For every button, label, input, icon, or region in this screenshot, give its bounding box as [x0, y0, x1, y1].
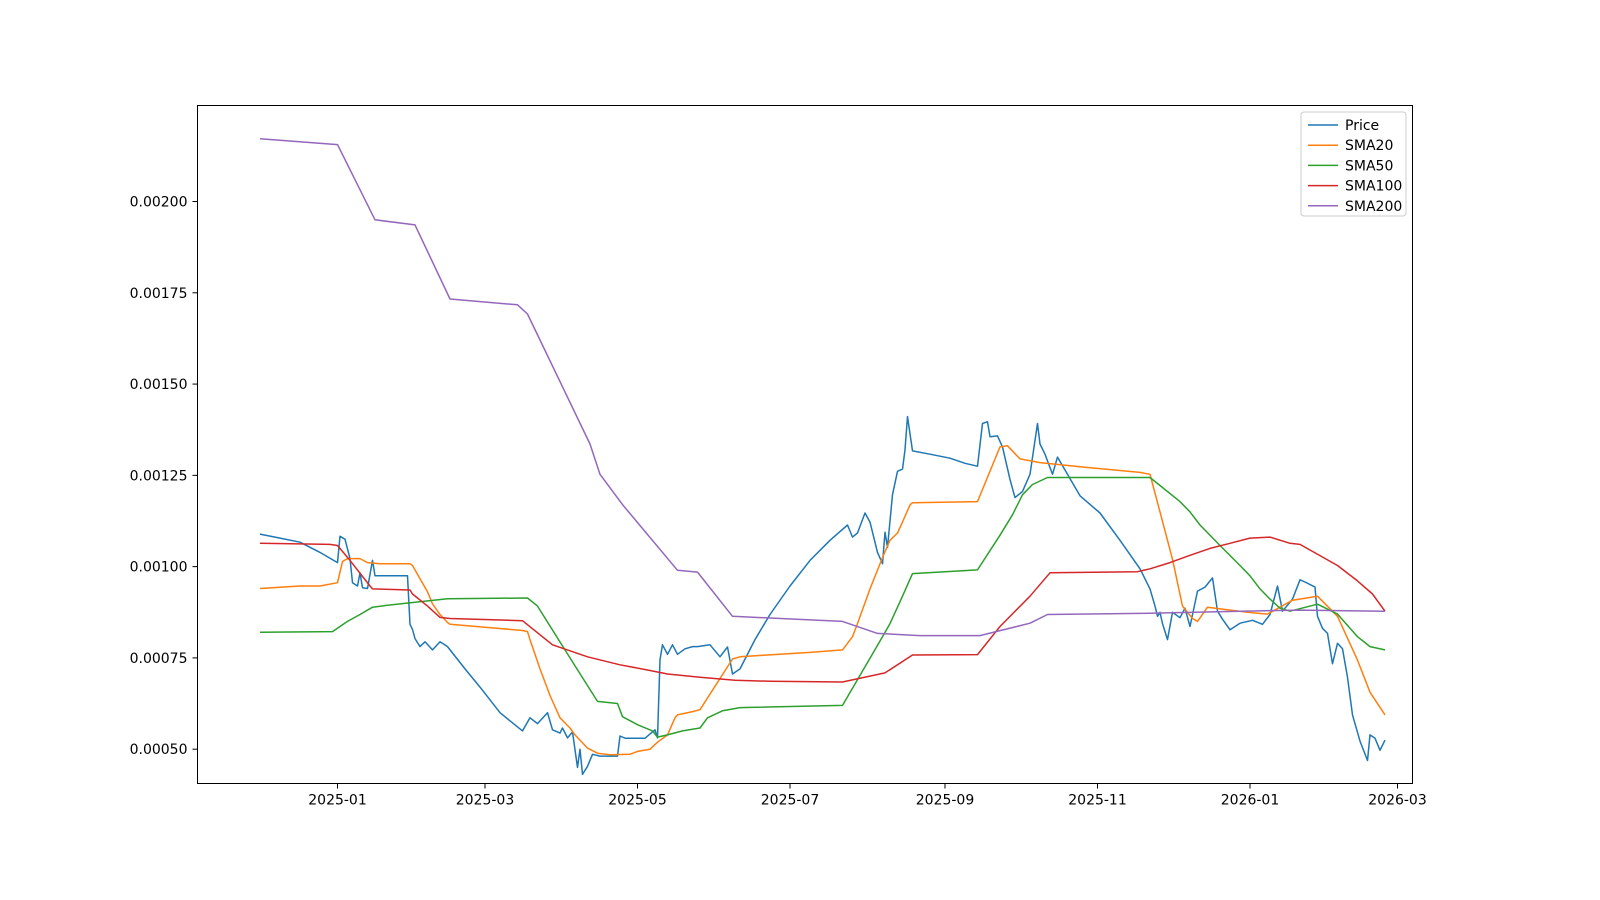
series-line-sma20 [259, 445, 1386, 756]
legend-item-sma200: SMA200 [1308, 199, 1402, 215]
x-tick-label: 2025-01 [308, 793, 367, 809]
x-tick-label: 2026-03 [1368, 793, 1427, 809]
x-tick-label: 2025-11 [1068, 793, 1127, 809]
legend-frame [1300, 111, 1407, 217]
plot-border [197, 105, 1413, 784]
series-line-price [259, 415, 1386, 776]
legend-label: Price [1345, 118, 1379, 134]
legend-label: SMA50 [1345, 158, 1393, 174]
y-tick-label: 0.00150 [130, 377, 188, 393]
x-tick-label: 2025-07 [761, 793, 820, 809]
series-line-sma200 [259, 137, 1386, 637]
legend-label: SMA20 [1345, 138, 1393, 154]
plot-series-group [259, 137, 1386, 776]
series-line-sma100 [259, 536, 1386, 683]
y-tick-label: 0.00075 [130, 651, 188, 667]
y-tick-label: 0.00050 [130, 742, 188, 758]
x-tick-label: 2026-01 [1221, 793, 1280, 809]
x-tick-label: 2025-05 [608, 793, 667, 809]
y-tick-label: 0.00175 [130, 286, 188, 302]
y-tick-label: 0.00100 [130, 560, 188, 576]
x-tick-label: 2025-03 [456, 793, 515, 809]
series-line-sma50 [259, 476, 1386, 738]
legend-item-price: Price [1308, 118, 1379, 134]
x-tick-label: 2025-09 [916, 793, 975, 809]
legend-item-sma20: SMA20 [1308, 138, 1393, 154]
legend-label: SMA100 [1345, 179, 1402, 195]
legend-item-sma100: SMA100 [1308, 179, 1402, 195]
legend-label: SMA200 [1345, 199, 1402, 215]
legend: Price SMA20 SMA50 SMA100 SMA200 [1300, 111, 1407, 217]
y-tick-label: 0.00200 [130, 195, 188, 211]
legend-item-sma50: SMA50 [1308, 158, 1393, 174]
y-tick-label: 0.00125 [130, 468, 188, 484]
